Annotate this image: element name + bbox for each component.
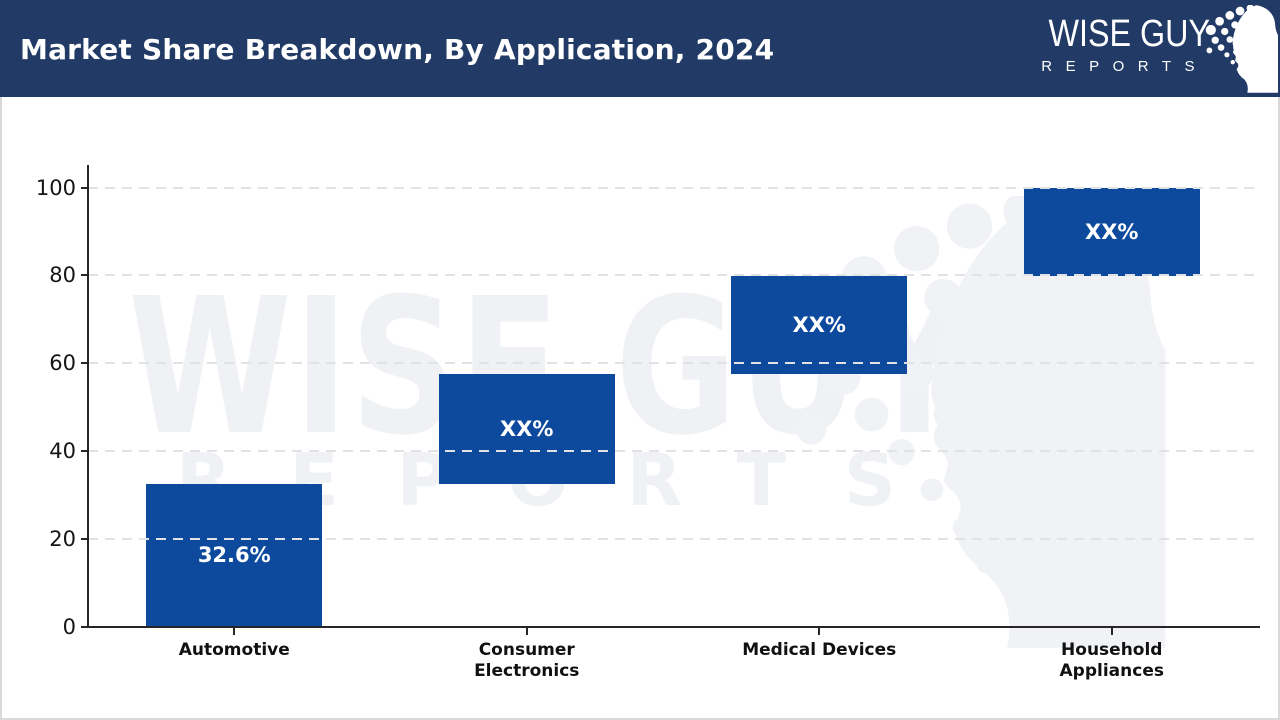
- y-tick-label: 60: [49, 351, 76, 376]
- bar-segment-1: 32.6%: [146, 483, 323, 627]
- category-label: Household Appliances: [1059, 640, 1164, 681]
- gridline: [88, 274, 1258, 277]
- bar-segment-3: XX%: [731, 276, 908, 375]
- y-tick-label: 40: [49, 439, 76, 464]
- y-tick-mark: [81, 538, 88, 541]
- y-tick-mark: [81, 626, 88, 628]
- category-label: Automotive: [178, 640, 290, 660]
- bar-segment-4: XX%: [1023, 187, 1200, 277]
- y-tick-mark: [81, 186, 88, 189]
- bar-value-label: XX%: [1085, 219, 1139, 244]
- brand-logo: WISE GUY REPORTS: [1020, 0, 1280, 97]
- gridline: [88, 186, 1258, 189]
- y-tick-mark: [81, 274, 88, 277]
- y-tick-label: 80: [49, 263, 76, 288]
- y-tick-mark: [81, 362, 88, 365]
- gridline: [88, 450, 1258, 453]
- x-axis-line: [87, 626, 1260, 628]
- brand-logo-subtext: REPORTS: [1041, 58, 1208, 75]
- gridline: [88, 362, 1258, 365]
- bar-value-label: XX%: [792, 313, 846, 338]
- header-bar: Market Share Breakdown, By Application, …: [0, 0, 1280, 97]
- bar-value-label: XX%: [500, 416, 554, 441]
- y-axis-line: [87, 165, 89, 627]
- bar-segment-2: XX%: [438, 374, 615, 484]
- x-tick-mark: [525, 628, 528, 635]
- x-tick-mark: [1110, 628, 1113, 635]
- category-label: Medical Devices: [742, 640, 897, 660]
- y-tick-label: 100: [35, 175, 76, 200]
- gridline: [88, 538, 1258, 541]
- category-label: Consumer Electronics: [474, 640, 580, 681]
- y-tick-label: 0: [62, 615, 76, 639]
- x-tick-mark: [233, 628, 236, 635]
- y-tick-label: 20: [49, 527, 76, 552]
- brand-face-icon: [1205, 5, 1278, 93]
- brand-logo-wordmark: WISE GUY: [1048, 13, 1210, 55]
- x-tick-mark: [818, 628, 821, 635]
- y-tick-mark: [81, 450, 88, 453]
- bar-value-label: 32.6%: [197, 543, 271, 568]
- page-title: Market Share Breakdown, By Application, …: [20, 33, 775, 66]
